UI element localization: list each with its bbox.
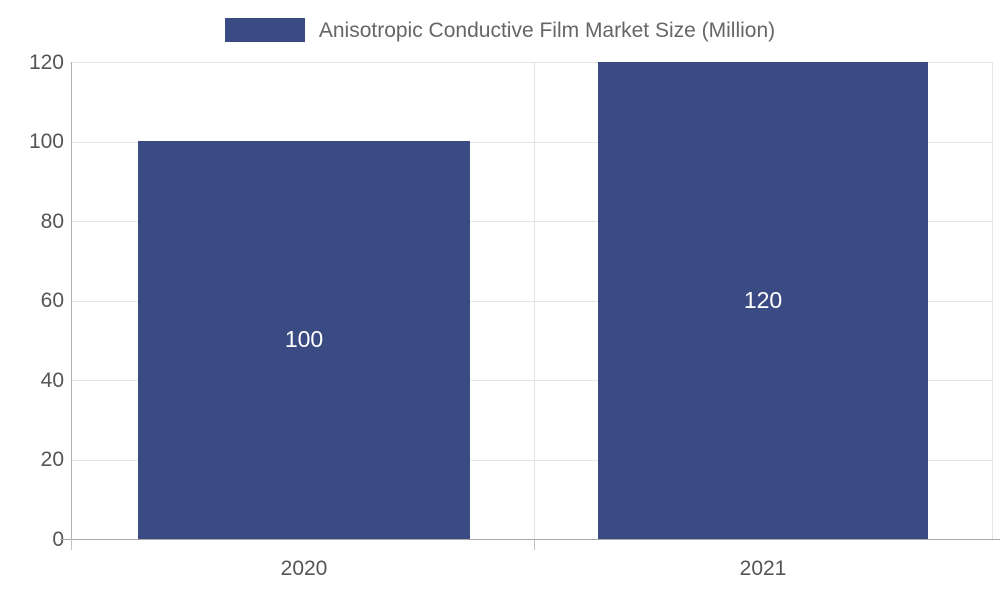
gridline-120 bbox=[72, 62, 993, 63]
gridline-100 bbox=[72, 142, 993, 143]
y-tick-label-0: 0 bbox=[52, 528, 64, 551]
y-tick-label-100: 100 bbox=[28, 130, 64, 153]
gridline-20 bbox=[72, 460, 993, 461]
category-divider-gridline bbox=[534, 62, 535, 539]
bar-label-2020: 100 bbox=[284, 326, 324, 352]
x-axis-line bbox=[60, 539, 1000, 540]
gridline-60 bbox=[72, 301, 993, 302]
bar-2021[interactable] bbox=[598, 62, 928, 539]
legend-label: Anisotropic Conductive Film Market Size … bbox=[318, 18, 776, 42]
y-axis-line bbox=[71, 62, 72, 549]
gridline-40 bbox=[72, 380, 993, 381]
x-tick-label-2020: 2020 bbox=[280, 557, 328, 580]
bar-label-2021: 120 bbox=[743, 286, 783, 313]
y-tick-label-60: 60 bbox=[40, 289, 64, 312]
x-tick-label-2021: 2021 bbox=[739, 557, 787, 580]
bar-2020[interactable] bbox=[138, 141, 470, 539]
x-tick-mark-left bbox=[71, 539, 72, 550]
plot-area: 100 120 bbox=[72, 62, 993, 539]
x-tick-mark-middle bbox=[534, 539, 535, 550]
legend-color-swatch bbox=[224, 18, 305, 42]
plot-right-edge-gridline bbox=[992, 62, 993, 539]
y-tick-label-40: 40 bbox=[40, 369, 64, 392]
y-tick-label-20: 20 bbox=[40, 448, 64, 471]
gridline-80 bbox=[72, 221, 993, 222]
y-tick-label-120: 120 bbox=[28, 51, 64, 74]
chart-legend: Anisotropic Conductive Film Market Size … bbox=[0, 14, 1000, 46]
y-axis-tick-labels: 120 100 80 60 40 20 0 bbox=[0, 0, 64, 600]
y-tick-label-80: 80 bbox=[40, 210, 64, 233]
